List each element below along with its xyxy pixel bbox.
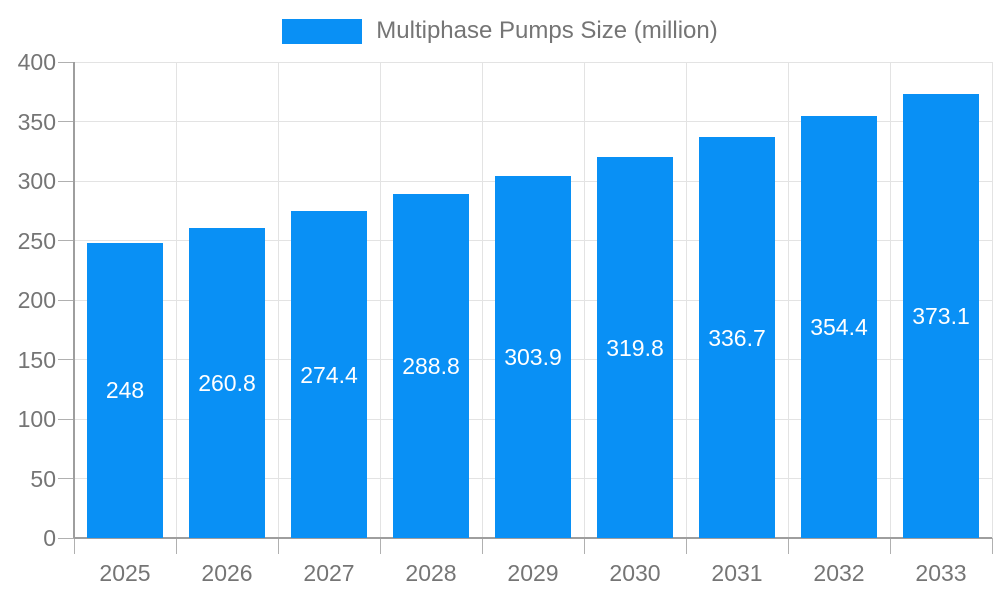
y-axis-line (73, 62, 75, 538)
y-axis-tick-label: 250 (17, 227, 56, 254)
x-axis-tick-label: 2030 (609, 560, 661, 586)
bar[interactable] (801, 116, 877, 538)
gridline-vertical (991, 62, 993, 538)
gridline-vertical (379, 62, 381, 538)
bar[interactable] (189, 227, 265, 538)
gridline-vertical (583, 62, 585, 538)
y-axis-tick-label: 0 (43, 525, 56, 551)
y-axis-tick-label: 400 (17, 49, 56, 75)
gridline-vertical (481, 62, 483, 538)
bar[interactable] (495, 176, 571, 538)
legend-swatch (282, 18, 363, 44)
x-axis-tick (277, 538, 279, 554)
y-axis-tick (58, 418, 74, 420)
bar[interactable] (291, 211, 367, 538)
x-axis-tick (481, 538, 483, 554)
y-axis-tick (58, 180, 74, 182)
x-axis-tick (73, 538, 75, 554)
x-axis-tick-label: 2027 (303, 560, 355, 586)
y-axis-tick (58, 359, 74, 360)
y-axis-tick (58, 537, 74, 539)
y-axis-tick (58, 240, 74, 241)
bar[interactable] (699, 137, 775, 538)
y-axis-tick-label: 50 (30, 465, 56, 492)
legend-label: Multiphase Pumps Size (million) (376, 17, 718, 44)
y-axis-tick (58, 478, 74, 479)
x-axis-tick-label: 2033 (915, 560, 967, 586)
gridline-vertical (175, 62, 177, 538)
x-axis-line (74, 537, 992, 539)
gridline-vertical (685, 62, 687, 538)
x-axis-tick-label: 2026 (201, 560, 253, 586)
chart-legend[interactable]: Multiphase Pumps Size (million) (0, 14, 1000, 48)
y-axis-tick (58, 61, 74, 63)
gridline-horizontal (74, 61, 992, 63)
bar[interactable] (87, 242, 163, 538)
x-axis-tick (685, 538, 687, 554)
y-axis-tick-label: 150 (17, 346, 56, 373)
gridline-vertical (787, 62, 789, 538)
x-axis-tick-label: 2028 (405, 560, 457, 586)
x-axis-tick (787, 538, 789, 554)
gridline-vertical (889, 62, 891, 538)
y-axis-tick-label: 300 (17, 168, 56, 194)
y-axis-tick-label: 100 (17, 406, 56, 432)
y-axis-tick-label: 200 (17, 287, 56, 313)
y-axis-tick (58, 299, 74, 301)
x-axis-tick-label: 2025 (99, 560, 151, 586)
x-axis-tick (991, 538, 993, 554)
y-axis-tick (58, 121, 74, 122)
x-axis-tick (175, 538, 177, 554)
y-axis-tick-label: 350 (17, 108, 56, 135)
x-axis-tick-label: 2029 (507, 560, 559, 586)
x-axis-tick (379, 538, 381, 554)
x-axis-tick (583, 538, 585, 554)
x-axis-tick (889, 538, 891, 554)
gridline-vertical (277, 62, 279, 538)
gridline-horizontal (74, 121, 992, 122)
bar[interactable] (597, 157, 673, 538)
x-axis-tick-label: 2032 (813, 560, 865, 586)
x-axis-tick-label: 2031 (711, 560, 763, 586)
bar[interactable] (393, 194, 469, 538)
bar[interactable] (903, 94, 979, 538)
